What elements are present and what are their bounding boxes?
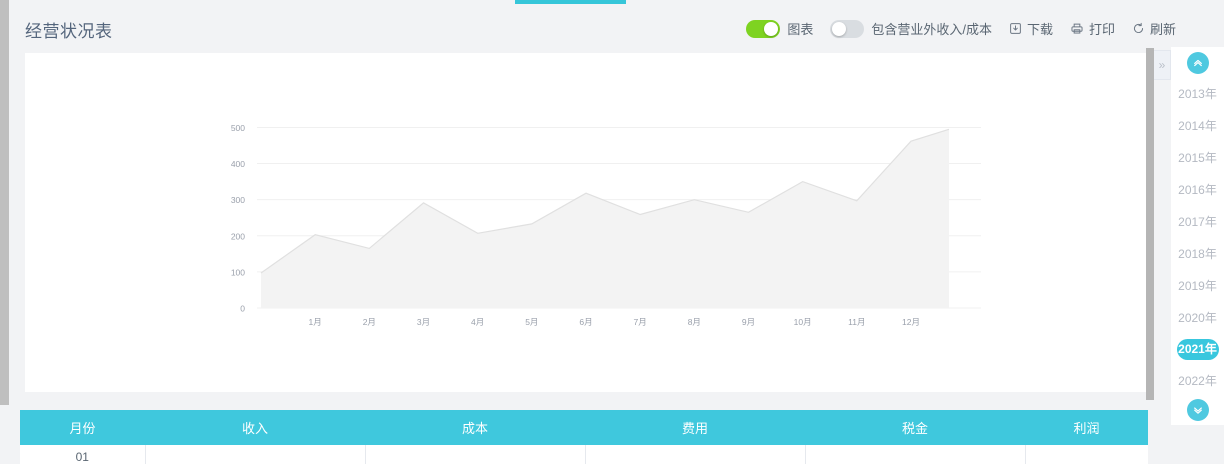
table-header-row: 月份 收入 成本 费用 税金 利润	[20, 410, 1148, 445]
year-selector-panel: 2013年 2014年 2015年 2016年 2017年 2018年 2019年 2020年…	[1171, 47, 1224, 425]
x-axis-tick-label: 3月	[417, 317, 430, 327]
chart-card: 0 100 200 300 400 500 1月 2月 3月 4月 5月 6月 7月 8月 9月 10月 11月…	[25, 53, 1146, 392]
page-scrollbar-left-track	[0, 405, 9, 464]
toggle-knob	[832, 21, 847, 36]
x-axis-tick-label: 5月	[525, 317, 538, 327]
year-list: 2013年 2014年 2015年 2016年 2017年 2018年 2019年 2020年…	[1176, 78, 1219, 397]
table-cell	[145, 445, 366, 464]
chart-toggle-switch[interactable]	[746, 19, 781, 38]
y-axis-tick-label: 0	[240, 304, 245, 314]
table-cell	[365, 445, 586, 464]
report-table-wrapper: 月份 收入 成本 费用 税金 利润 01	[20, 410, 1148, 464]
active-tab-indicator[interactable]	[515, 0, 626, 4]
chart-toggle-group[interactable]: 图表	[746, 19, 813, 38]
x-axis-tick-label: 4月	[471, 317, 484, 327]
nonoperating-toggle-label: 包含营业外收入/成本	[871, 22, 992, 37]
area-fill	[261, 129, 949, 308]
x-axis-tick-label: 9月	[742, 317, 755, 327]
x-axis-tick-label: 11月	[848, 317, 865, 327]
area-line	[260, 128, 950, 274]
page-title: 经营状况表	[25, 22, 113, 41]
top-tab-strip	[9, 0, 1224, 5]
toolbar: 图表 包含营业外收入/成本 下载	[746, 19, 1176, 38]
print-button[interactable]: 打印	[1070, 19, 1115, 38]
refresh-icon	[1132, 22, 1145, 35]
y-axis-tick-label: 400	[231, 159, 245, 169]
collapse-panel-handle[interactable]: »	[1154, 50, 1171, 80]
x-axis-tick-label: 12月	[902, 317, 920, 327]
y-axis-tick-label: 300	[231, 195, 245, 205]
nonoperating-toggle-group[interactable]: 包含营业外收入/成本	[830, 19, 992, 38]
print-label: 打印	[1088, 22, 1115, 37]
refresh-button[interactable]: 刷新	[1132, 19, 1176, 38]
table-col-header-5[interactable]: 利润	[1025, 410, 1148, 445]
year-item-2014[interactable]: 2014年	[1178, 119, 1217, 133]
x-axis-tick-label: 6月	[579, 317, 592, 327]
x-axis-tick-label: 2月	[363, 317, 376, 327]
printer-icon	[1070, 22, 1084, 35]
nonoperating-toggle-switch[interactable]	[830, 19, 865, 38]
table-col-header-1[interactable]: 收入	[145, 410, 365, 445]
table-col-header-3[interactable]: 费用	[585, 410, 805, 445]
table-cell	[585, 445, 806, 464]
download-label: 下载	[1026, 22, 1053, 37]
x-axis-tick-label: 8月	[688, 317, 701, 327]
download-button[interactable]: 下载	[1009, 19, 1053, 38]
year-item-2021[interactable]: 2021年	[1176, 339, 1219, 360]
x-axis-tick-label: 10月	[794, 317, 812, 327]
page-scrollbar-left[interactable]	[0, 0, 9, 405]
table-col-header-0[interactable]: 月份	[20, 410, 145, 445]
year-item-2013[interactable]: 2013年	[1178, 87, 1217, 101]
year-item-2020[interactable]: 2020年	[1178, 311, 1217, 325]
table-cell	[805, 445, 1026, 464]
table-body: 01	[20, 445, 1148, 464]
year-item-2019[interactable]: 2019年	[1178, 279, 1217, 293]
y-axis-tick-label: 100	[231, 267, 245, 277]
year-item-2022[interactable]: 2022年	[1178, 374, 1217, 388]
table-col-header-4[interactable]: 税金	[805, 410, 1025, 445]
content-scrollbar-right[interactable]	[1146, 48, 1154, 400]
year-scroll-down-button[interactable]	[1186, 399, 1209, 421]
refresh-label: 刷新	[1149, 22, 1176, 37]
table-cell: 01	[20, 445, 146, 464]
x-axis-tick-label: 1月	[309, 317, 322, 327]
year-item-2018[interactable]: 2018年	[1178, 247, 1217, 261]
report-table: 月份 收入 成本 费用 税金 利润 01	[20, 410, 1148, 464]
table-col-header-2[interactable]: 成本	[365, 410, 585, 445]
year-item-2016[interactable]: 2016年	[1178, 183, 1217, 197]
year-item-2015[interactable]: 2015年	[1178, 151, 1217, 165]
download-icon	[1009, 22, 1022, 35]
business-status-area-chart: 0 100 200 300 400 500 1月 2月 3月 4月 5月 6月 7月 8月 9月 10月 11月…	[231, 123, 981, 327]
year-scroll-up-button[interactable]	[1186, 52, 1209, 74]
table-row[interactable]: 01	[20, 445, 1148, 464]
toggle-knob	[764, 21, 779, 36]
y-axis-tick-label: 200	[231, 231, 245, 241]
x-axis-tick-label: 7月	[634, 317, 647, 327]
page-header: 经营状况表 图表 包含营业外收入/成本	[9, 5, 1224, 53]
year-item-2017[interactable]: 2017年	[1178, 215, 1217, 229]
y-axis-tick-label: 500	[231, 123, 245, 133]
table-cell	[1025, 445, 1148, 464]
chart-toggle-label: 图表	[787, 22, 814, 37]
